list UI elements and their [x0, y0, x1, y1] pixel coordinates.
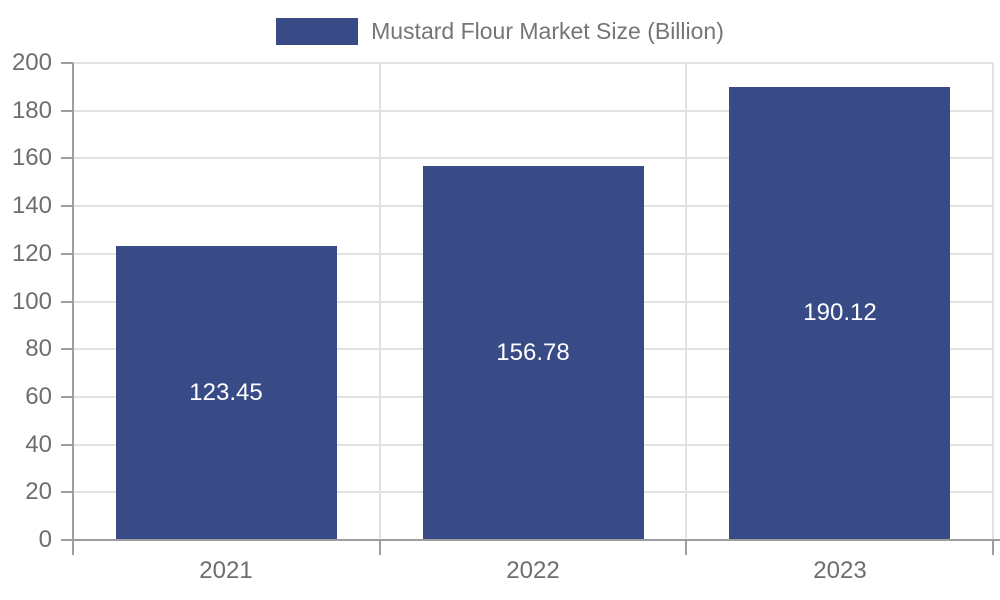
- y-axis-tick: [61, 395, 73, 398]
- gridline-horizontal: [73, 62, 993, 64]
- y-axis-tick: [61, 443, 73, 446]
- y-axis-tick-label: 0: [38, 526, 52, 553]
- x-axis-tick-label: 2023: [813, 557, 867, 584]
- gridline-horizontal: [73, 109, 993, 112]
- y-axis-tick: [61, 539, 73, 541]
- y-axis-tick-label: 180: [11, 96, 52, 124]
- gridline-vertical: [685, 63, 688, 540]
- legend-label[interactable]: Mustard Flour Market Size (Billion): [371, 18, 724, 44]
- y-axis-tick-label: 160: [11, 144, 52, 172]
- x-axis-tick-label: 2022: [506, 557, 560, 584]
- y-axis-tick: [61, 491, 73, 494]
- y-axis-tick-label: 20: [25, 478, 52, 506]
- gridline-vertical: [378, 63, 381, 540]
- y-axis-tick: [61, 62, 73, 64]
- y-axis-tick-label: 60: [25, 382, 52, 410]
- y-axis-tick: [61, 300, 73, 303]
- y-axis-tick: [61, 157, 73, 160]
- legend[interactable]: Mustard Flour Market Size (Billion): [0, 18, 1000, 45]
- y-axis-tick-label: 40: [25, 430, 52, 458]
- y-axis-tick-label: 140: [11, 192, 52, 220]
- x-axis-tick: [685, 540, 688, 555]
- x-axis-tick-label: 2021: [199, 557, 253, 584]
- x-axis-tick: [378, 540, 381, 555]
- x-axis-tick: [992, 540, 994, 555]
- y-axis-tick-label: 120: [11, 239, 52, 267]
- x-axis-line: [73, 539, 1000, 541]
- y-axis-tick-label: 100: [11, 287, 52, 315]
- gridline-vertical: [992, 63, 994, 540]
- legend-swatch[interactable]: [276, 18, 359, 45]
- x-axis-tick: [72, 540, 74, 555]
- bar-2023[interactable]: [729, 87, 950, 540]
- y-axis-tick: [61, 348, 73, 351]
- gridline-horizontal: [73, 157, 993, 160]
- y-axis-tick: [61, 109, 73, 112]
- y-axis-line: [72, 63, 74, 555]
- y-axis-tick: [61, 205, 73, 208]
- y-axis-tick-label: 80: [25, 335, 52, 363]
- y-axis-tick: [61, 252, 73, 255]
- y-axis-tick-label: 200: [11, 49, 52, 76]
- bar-2022[interactable]: [423, 166, 644, 540]
- bar-2021[interactable]: [116, 246, 337, 540]
